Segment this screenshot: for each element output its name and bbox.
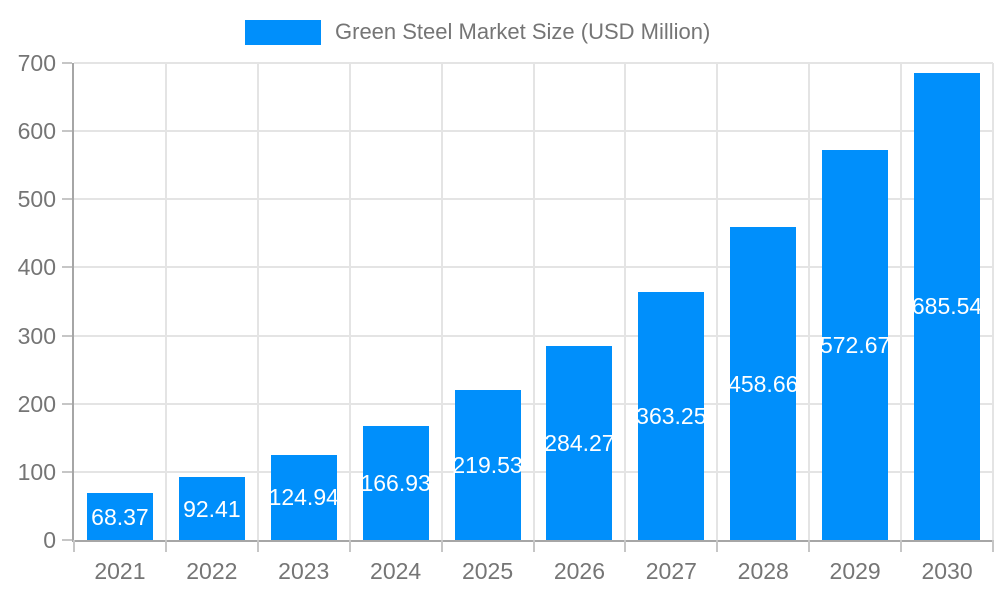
gridline-v	[900, 63, 903, 540]
x-axis-label: 2021	[94, 558, 146, 584]
gridline-v	[164, 63, 167, 540]
x-axis-label: 2030	[921, 558, 973, 584]
y-axis-label: 100	[17, 458, 56, 485]
x-axis-tick	[532, 540, 535, 552]
x-axis-label: 2028	[737, 558, 789, 584]
gridline-v	[992, 63, 994, 540]
y-axis-label: 300	[17, 322, 56, 349]
y-axis-label: 500	[17, 186, 56, 213]
x-axis-tick	[992, 540, 994, 552]
bar-2021[interactable]	[86, 493, 153, 540]
x-axis-tick	[164, 540, 167, 552]
y-axis-label: 600	[17, 118, 56, 145]
x-axis-label: 2029	[829, 558, 881, 584]
x-axis-label: 2026	[553, 558, 606, 584]
y-axis-label: 200	[17, 390, 56, 417]
plot-area: 68.37 92.41 124.94 166.93 219.53 284.27 363.25…	[62, 62, 994, 552]
bar-2030[interactable]	[914, 72, 981, 540]
x-axis-label: 2023	[278, 558, 330, 584]
y-axis-tick	[62, 62, 72, 64]
y-axis-tick	[62, 539, 72, 541]
gridline-v	[808, 63, 811, 540]
x-axis-label: 2025	[461, 558, 514, 584]
y-axis-label: 700	[17, 50, 56, 76]
bar-2027[interactable]	[638, 292, 705, 540]
x-axis-tick	[73, 540, 75, 552]
y-axis-tick	[62, 470, 72, 473]
bar-2024[interactable]	[362, 426, 429, 540]
x-axis-tick	[808, 540, 811, 552]
gridline-v	[716, 63, 719, 540]
y-axis-tick	[62, 266, 72, 269]
y-axis-tick	[62, 402, 72, 405]
y-axis-label: 400	[17, 254, 56, 281]
y-axis-tick	[62, 198, 72, 201]
x-axis-tick	[900, 540, 903, 552]
gridline-v	[256, 63, 259, 540]
x-axis-label: 2024	[370, 558, 422, 584]
x-axis-tick	[624, 540, 627, 552]
x-axis-tick	[348, 540, 351, 552]
gridline-v	[440, 63, 443, 540]
bar-2026[interactable]	[546, 346, 613, 540]
y-axis-tick	[62, 130, 72, 133]
bar-2025[interactable]	[454, 390, 521, 540]
y-axis-tick	[62, 334, 72, 337]
x-axis-tick	[716, 540, 719, 552]
gridline-v	[532, 63, 535, 540]
gridline-v	[624, 63, 627, 540]
x-axis-tick	[256, 540, 259, 552]
legend-swatch	[245, 19, 321, 45]
x-axis-label: 2022	[186, 558, 238, 584]
bar-2029[interactable]	[822, 149, 889, 540]
bar-2022[interactable]	[178, 477, 245, 540]
x-axis-tick	[440, 540, 443, 552]
legend-item[interactable]: Green Steel Market Size (USD Million)	[245, 18, 710, 46]
bar-2028[interactable]	[730, 227, 797, 540]
gridline-v	[348, 63, 351, 540]
legend-label: Green Steel Market Size (USD Million)	[335, 19, 711, 44]
x-axis-label: 2027	[645, 558, 697, 584]
bar-2023[interactable]	[270, 454, 337, 540]
y-axis-label: 0	[43, 527, 56, 553]
